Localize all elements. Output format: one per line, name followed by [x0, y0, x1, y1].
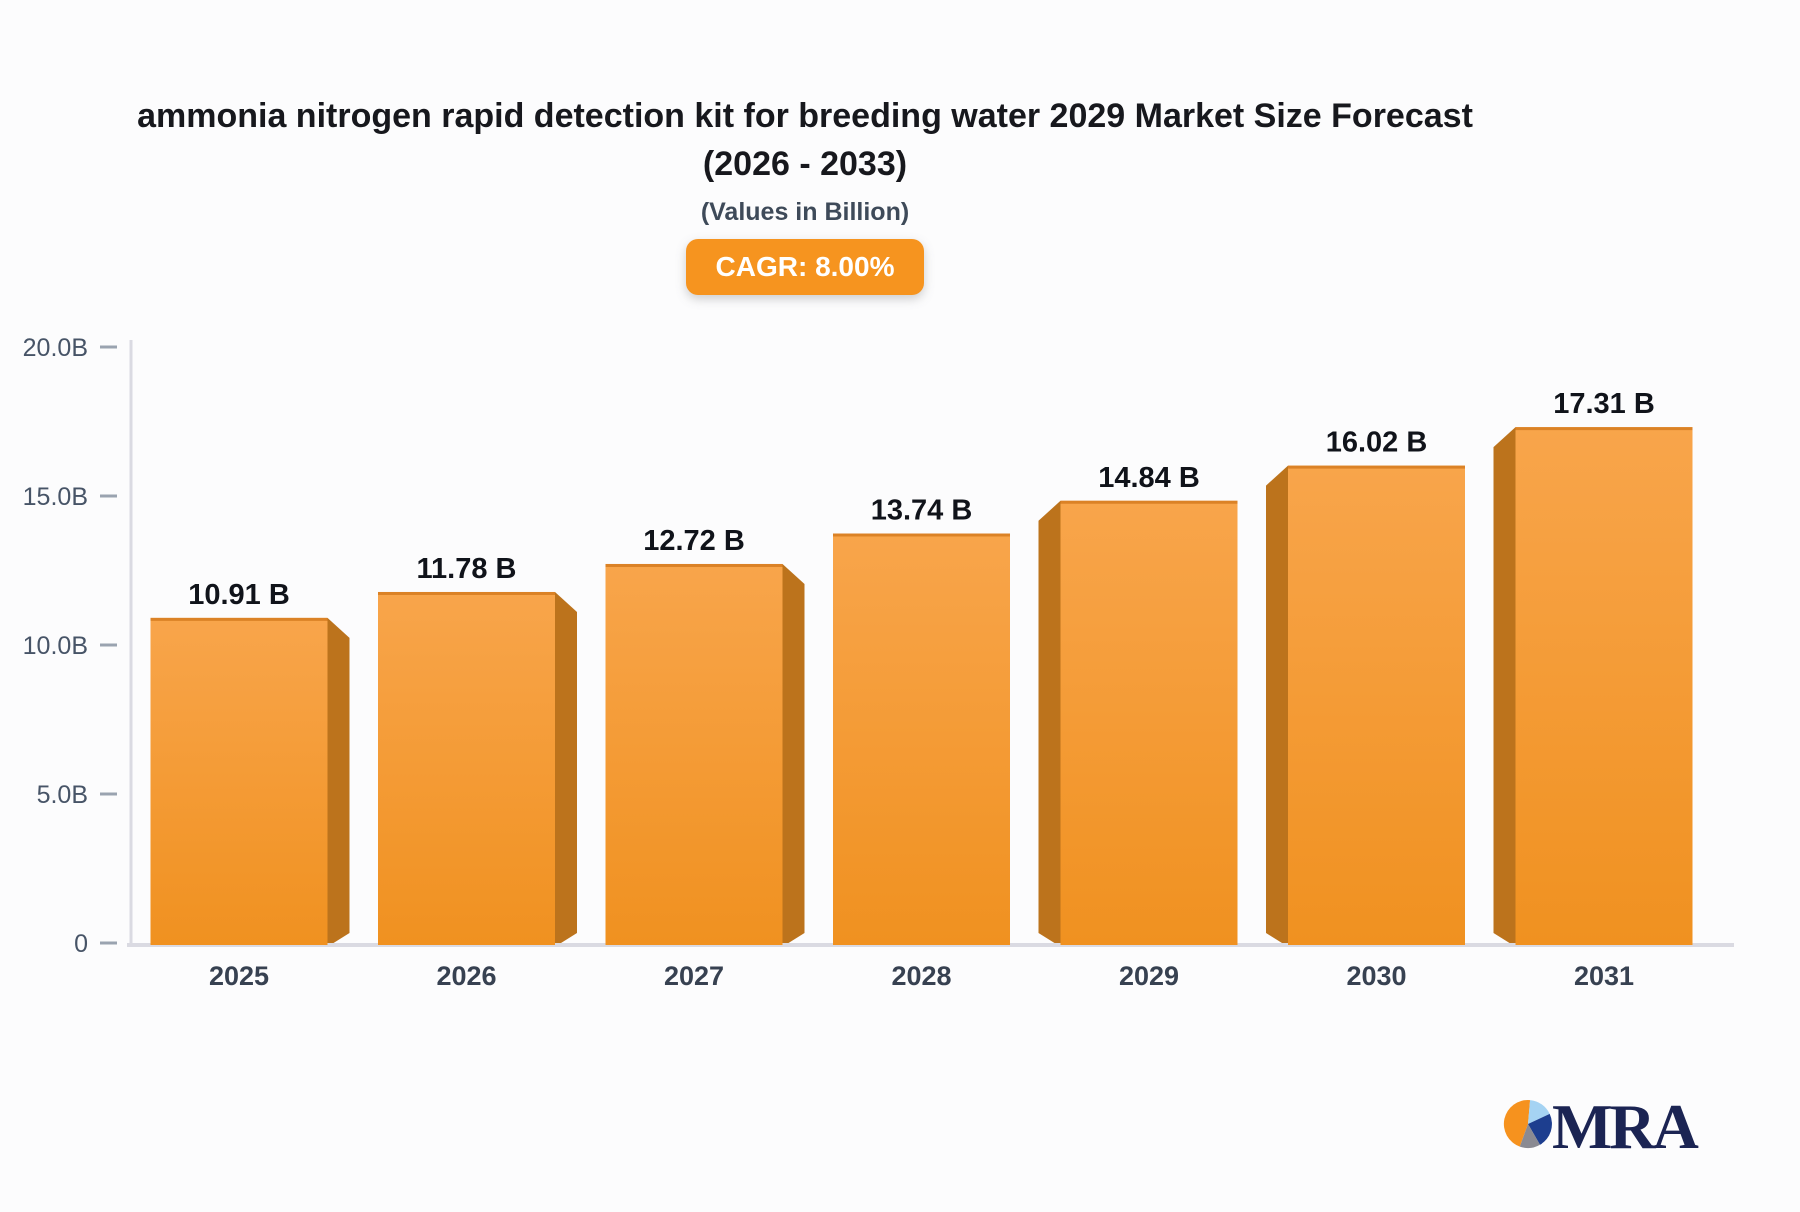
x-tick-label: 2028 — [891, 961, 951, 991]
bar-value-label: 10.91 B — [188, 579, 290, 611]
y-tick-label: 5.0B — [37, 781, 88, 809]
x-tick-label: 2025 — [209, 961, 269, 991]
cagr-badge: CAGR: 8.00% — [685, 239, 925, 295]
bar-value-label: 13.74 B — [871, 495, 973, 527]
bar-value-label: 17.31 B — [1553, 388, 1655, 420]
bar-2025 — [150, 617, 328, 945]
bar-2027 — [605, 563, 783, 945]
bar-side-face — [555, 591, 577, 943]
mra-logo: MRA — [1503, 1091, 1702, 1162]
bar-2026 — [378, 591, 555, 945]
chart-title-line2: (2026 - 2033) — [702, 145, 908, 183]
logo-pie-orange-slice — [1503, 1099, 1531, 1147]
chart-title-line1: ammonia nitrogen rapid detection kit for… — [137, 97, 1473, 135]
y-tick-label: 10.0B — [23, 632, 88, 660]
x-tick-label: 2031 — [1574, 961, 1634, 991]
y-tick-label: 0 — [74, 930, 88, 958]
y-tick-label: 15.0B — [23, 483, 88, 511]
logo-pie-gray-slice — [1519, 1124, 1540, 1149]
bar-value-label: 16.02 B — [1326, 427, 1428, 459]
bar-value-label: 14.84 B — [1098, 462, 1200, 494]
x-tick-label: 2029 — [1119, 961, 1179, 991]
bar-2028 — [833, 533, 1010, 945]
bar-2030 — [1288, 465, 1465, 945]
y-tick-label: 20.0B — [23, 334, 88, 362]
bar-2029 — [1060, 500, 1238, 945]
bar-value-label: 11.78 B — [417, 553, 517, 585]
logo-pie-lightblue-slice — [1528, 1100, 1550, 1124]
bar-value-label: 12.72 B — [643, 525, 745, 557]
bar-side-face — [1038, 500, 1061, 943]
x-tick-label: 2030 — [1346, 961, 1406, 991]
bar-side-face — [327, 617, 350, 943]
logo-text: MRA — [1552, 1091, 1699, 1162]
x-tick-label: 2026 — [436, 961, 496, 991]
bar-side-face — [1266, 465, 1288, 943]
logo-pie-navy-slice — [1528, 1113, 1552, 1145]
bar-side-face — [1493, 427, 1516, 943]
chart-header: ammonia nitrogen rapid detection kit for… — [0, 0, 1610, 295]
bar-side-face — [782, 563, 805, 943]
bar-2031 — [1515, 427, 1693, 945]
x-tick-label: 2027 — [664, 961, 724, 991]
chart-subtitle: (Values in Billion) — [700, 198, 910, 226]
